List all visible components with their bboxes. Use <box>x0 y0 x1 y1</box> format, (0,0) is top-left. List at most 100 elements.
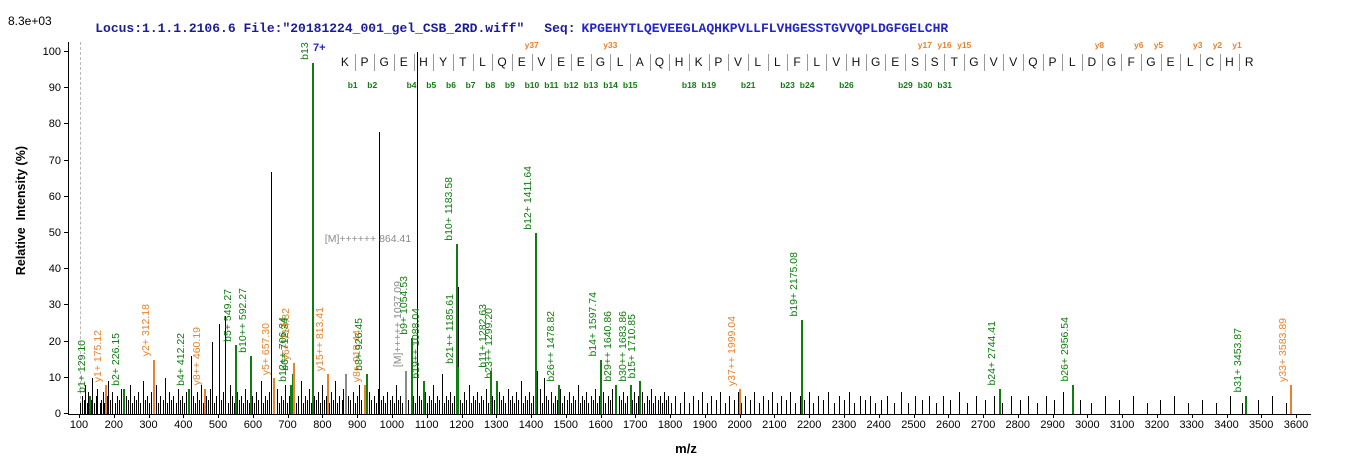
y-ion-marker: y33 <box>603 40 618 50</box>
peak <box>136 399 137 414</box>
peak <box>253 403 255 414</box>
peak <box>670 403 672 414</box>
header: Locus:1.1.1.2106.6 File:"20181224_001_ge… <box>64 6 948 51</box>
peak <box>285 385 287 414</box>
peak <box>492 395 494 414</box>
residue: V <box>532 54 553 71</box>
y-tick-label: 100 <box>42 46 61 58</box>
peak <box>85 385 87 414</box>
peak <box>688 403 690 414</box>
peak <box>598 395 600 414</box>
peak <box>187 388 190 414</box>
peak-label: b4+ 412.22 <box>174 332 187 386</box>
y-ion-marker: y16 <box>937 40 952 50</box>
peak <box>118 399 120 414</box>
peak <box>389 399 391 414</box>
peak <box>781 395 783 414</box>
spectrum-plot[interactable]: b1+ 129.10 y1+ 175.12 b2+ 226.15 y2+ 312.18… <box>43 42 1311 431</box>
peak <box>214 403 216 414</box>
peak <box>477 392 479 414</box>
b-ion-marker: b8 <box>485 80 496 90</box>
peak <box>324 399 326 414</box>
peak <box>637 395 639 414</box>
peak <box>88 392 90 414</box>
peak <box>583 399 585 414</box>
peak <box>272 377 275 414</box>
peak <box>1002 403 1004 414</box>
peak <box>894 403 896 414</box>
peak <box>706 403 708 414</box>
peak <box>618 395 620 414</box>
x-tick <box>948 414 950 418</box>
peak <box>739 388 742 414</box>
peak <box>120 388 122 414</box>
b-ion-marker: b21 <box>740 80 756 90</box>
peak <box>343 388 345 414</box>
peak <box>221 399 223 414</box>
b-ion-marker: b14 <box>603 80 618 90</box>
peak-label: b9+ 1054.53 <box>397 276 410 335</box>
peak <box>138 392 140 414</box>
peak <box>522 403 524 414</box>
peak <box>473 395 474 414</box>
peak <box>490 370 493 414</box>
peak <box>110 399 112 414</box>
x-tick-label: 2100 <box>762 419 787 431</box>
peak <box>169 392 171 414</box>
peak <box>142 381 144 414</box>
b-ion-marker: b24 <box>799 80 815 90</box>
peak <box>288 395 290 414</box>
x-tick <box>1156 414 1158 418</box>
peak <box>915 395 917 414</box>
y-tick-label: 40 <box>48 263 61 276</box>
peak <box>114 403 116 414</box>
x-tick <box>809 414 811 418</box>
residue: K <box>335 54 356 71</box>
x-tick-label: 1500 <box>553 419 579 431</box>
peak <box>536 370 538 414</box>
peak <box>679 403 681 414</box>
peak <box>620 399 622 414</box>
peak <box>804 399 805 414</box>
peak <box>470 403 472 414</box>
peak <box>479 403 481 414</box>
peak <box>447 399 449 414</box>
peak <box>1045 395 1047 414</box>
peak <box>697 399 699 414</box>
peak <box>1202 399 1204 414</box>
peak <box>186 392 188 414</box>
peak <box>859 395 861 414</box>
peak <box>243 403 245 414</box>
peak-label: y15++ 813.41 <box>314 306 327 372</box>
peak-label: b24+ 2744.41 <box>985 321 998 386</box>
peak <box>745 395 747 414</box>
peak <box>181 395 183 414</box>
peak <box>967 403 969 414</box>
peak <box>833 403 835 414</box>
peak <box>560 388 562 414</box>
x-tick <box>1296 414 1297 418</box>
peak-label: b1+ 129.10 <box>76 340 89 393</box>
x-tick <box>844 414 845 418</box>
peak <box>799 395 801 414</box>
peak <box>418 395 420 414</box>
peak <box>175 403 177 414</box>
peak <box>162 399 164 414</box>
peak <box>416 52 418 414</box>
residue: E <box>551 54 572 71</box>
peak-label: y5+ 657.30 <box>259 322 272 375</box>
peak <box>541 403 543 414</box>
peak <box>976 395 978 414</box>
x-tick <box>252 414 254 418</box>
peak <box>539 388 541 414</box>
peak <box>1271 395 1273 414</box>
x-tick-label: 2900 <box>1040 419 1065 431</box>
peak <box>322 385 324 414</box>
peak <box>1118 399 1120 414</box>
peak <box>733 399 735 414</box>
peak <box>1290 385 1293 414</box>
residue: Y <box>433 54 454 71</box>
peak <box>381 399 383 414</box>
peak <box>184 403 186 414</box>
